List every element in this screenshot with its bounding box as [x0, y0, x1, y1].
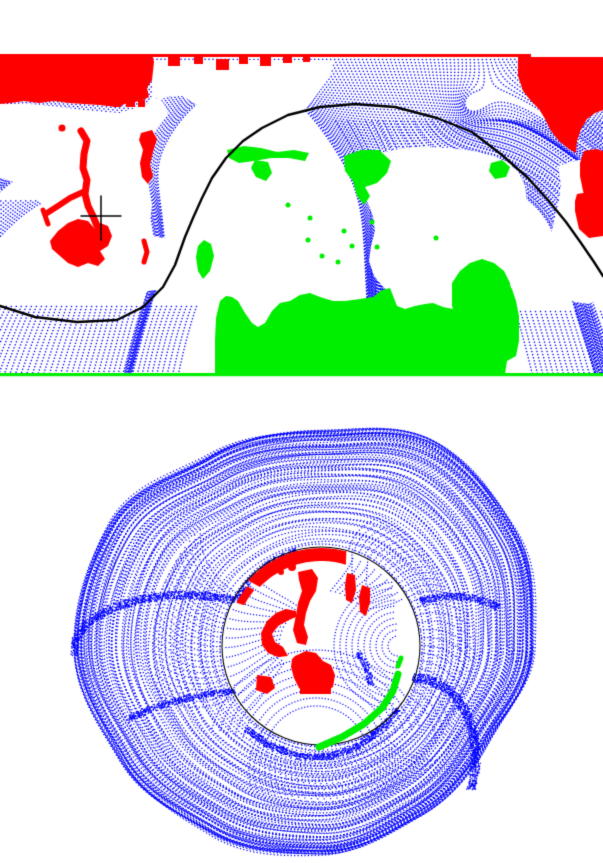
synoptic-map-panel[interactable] — [0, 54, 603, 378]
disk-projection-panel — [0, 430, 603, 863]
